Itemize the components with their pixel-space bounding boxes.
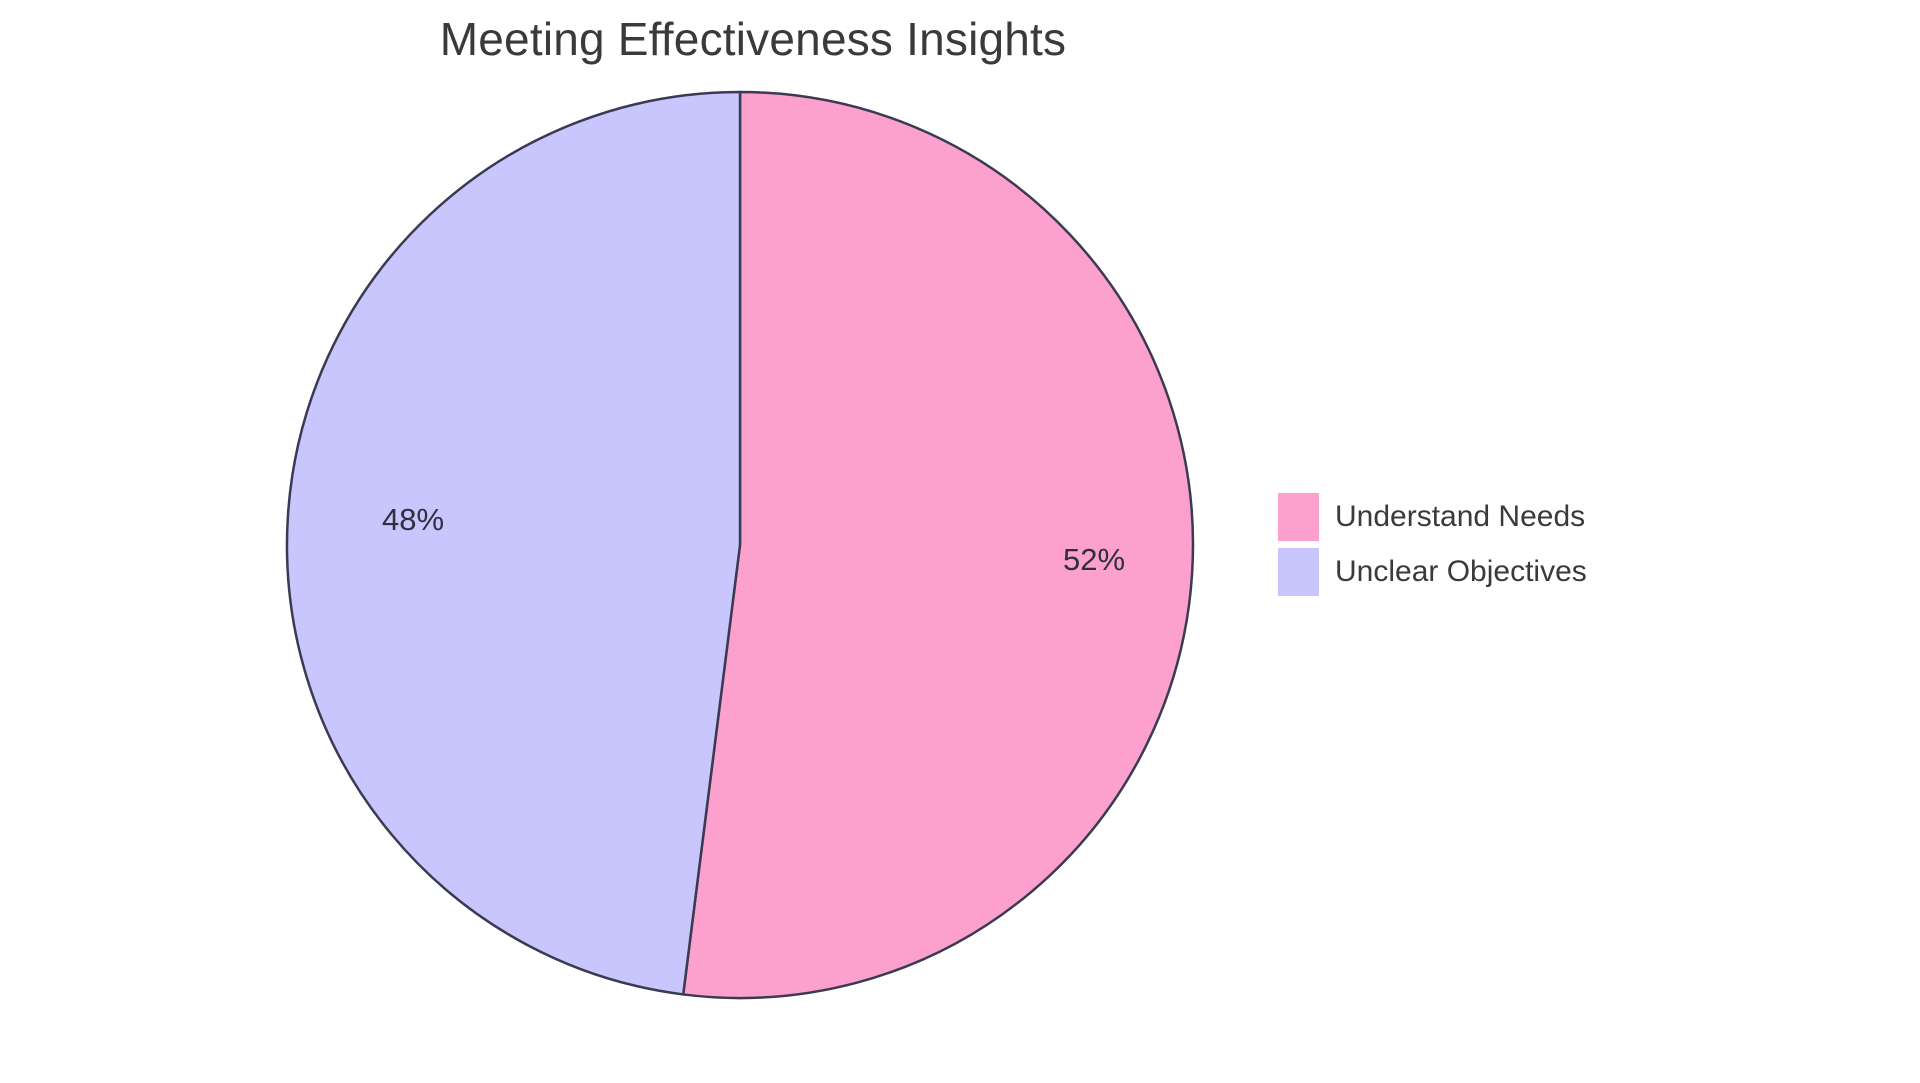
legend-label-understand-needs: Understand Needs (1335, 499, 1586, 533)
pie-slice-unclear-objectives[interactable] (285, 90, 742, 996)
legend-item-unclear-objectives[interactable]: Unclear Objectives (1278, 544, 1587, 599)
pie-slice-label-understand-needs: 52% (1063, 542, 1125, 577)
chart-legend: Understand Needs Unclear Objectives (1278, 489, 1587, 599)
chart-title: Meeting Effectiveness Insights (439, 13, 1067, 65)
legend-swatch-icon-understand-needs (1278, 492, 1319, 541)
legend-label-unclear-objectives: Unclear Objectives (1335, 554, 1587, 588)
pie-slice-label-unclear-objectives: 48% (382, 502, 444, 537)
pie-slice-understand-needs[interactable] (681, 90, 1195, 1000)
pie-slices (285, 90, 1195, 1000)
legend-item-understand-needs[interactable]: Understand Needs (1278, 489, 1587, 544)
legend-swatch-icon-unclear-objectives (1278, 547, 1319, 596)
pie-slice-labels: 52% 48% (382, 502, 1125, 577)
